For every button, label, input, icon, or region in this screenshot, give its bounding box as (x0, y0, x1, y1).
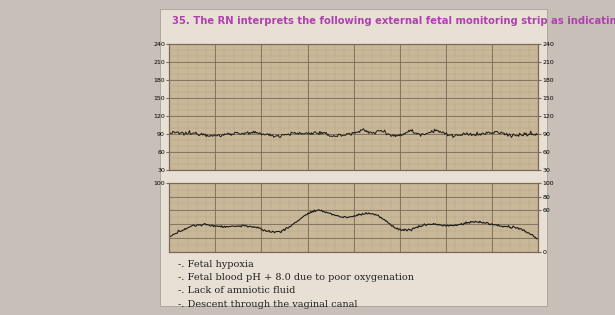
Text: 35. The RN interprets the following external fetal monitoring strip as indicatin: 35. The RN interprets the following exte… (172, 16, 615, 26)
Text: -. Descent through the vaginal canal: -. Descent through the vaginal canal (178, 300, 358, 309)
Text: -. Lack of amniotic fluid: -. Lack of amniotic fluid (178, 286, 296, 295)
Text: -. Fetal hypoxia: -. Fetal hypoxia (178, 260, 254, 269)
Text: -. Fetal blood pH + 8.0 due to poor oxygenation: -. Fetal blood pH + 8.0 due to poor oxyg… (178, 273, 415, 282)
